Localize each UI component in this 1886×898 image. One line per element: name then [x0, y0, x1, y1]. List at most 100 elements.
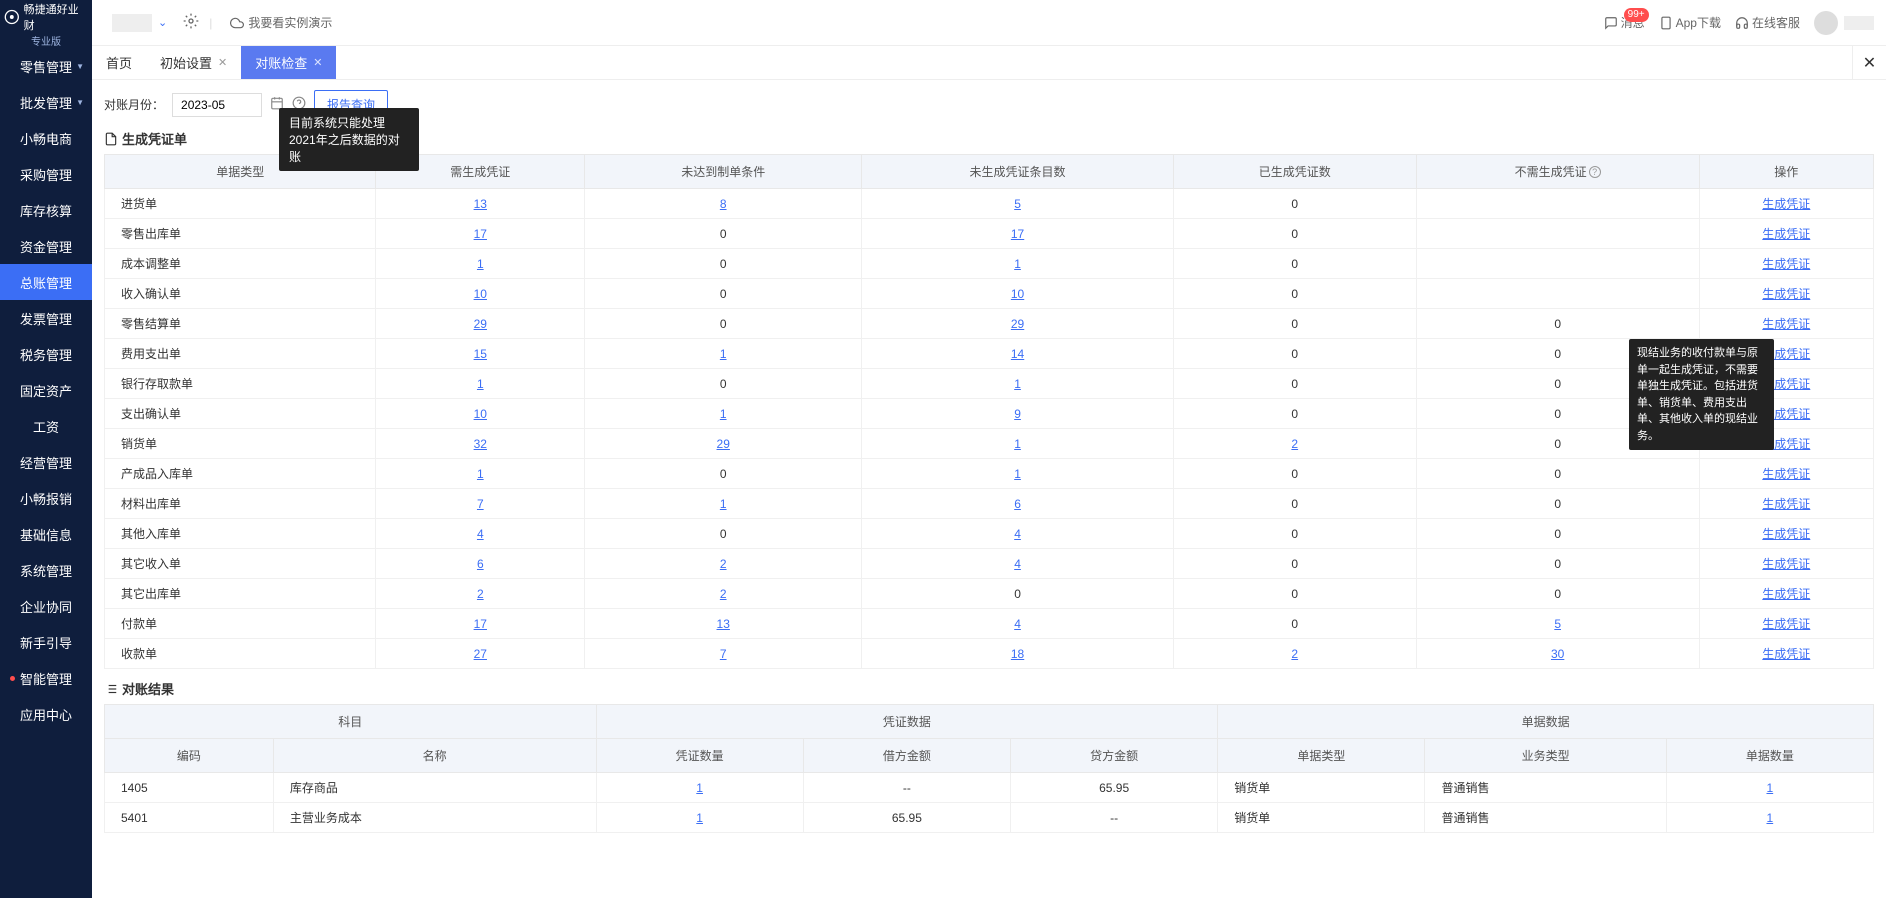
messages-link[interactable]: 消息 99+	[1604, 14, 1645, 31]
need-voucher-cell[interactable]: 17	[376, 219, 585, 249]
need-voucher-cell-link[interactable]: 1	[477, 257, 484, 271]
generate-voucher-link[interactable]: 生成凭证	[1762, 227, 1810, 241]
need-voucher-cell-link[interactable]: 10	[474, 287, 487, 301]
need-voucher-cell-link[interactable]: 1	[477, 377, 484, 391]
not-ready-cell-link[interactable]: 8	[720, 197, 727, 211]
not-generated-cell[interactable]: 5	[862, 189, 1173, 219]
generate-voucher-link[interactable]: 生成凭证	[1762, 287, 1810, 301]
close-all-tabs-button[interactable]: ✕	[1852, 46, 1886, 79]
need-voucher-cell-link[interactable]: 15	[474, 347, 487, 361]
need-voucher-cell[interactable]: 15	[376, 339, 585, 369]
need-voucher-cell[interactable]: 27	[376, 639, 585, 669]
need-voucher-cell[interactable]: 10	[376, 399, 585, 429]
user-menu[interactable]	[1814, 11, 1874, 35]
generate-voucher-link[interactable]: 生成凭证	[1762, 257, 1810, 271]
not-generated-cell-link[interactable]: 29	[1011, 317, 1024, 331]
not-generated-cell-link[interactable]: 1	[1014, 377, 1021, 391]
not-ready-cell[interactable]: 2	[585, 579, 862, 609]
not-ready-cell-link[interactable]: 2	[720, 587, 727, 601]
generated-cell-link[interactable]: 2	[1291, 437, 1298, 451]
not-ready-cell[interactable]: 2	[585, 549, 862, 579]
need-voucher-cell[interactable]: 6	[376, 549, 585, 579]
generate-voucher-link[interactable]: 生成凭证	[1762, 557, 1810, 571]
not-generated-cell[interactable]: 1	[862, 249, 1173, 279]
voucher-count-cell[interactable]: 1	[596, 803, 803, 833]
voucher-count-cell[interactable]: 1	[596, 773, 803, 803]
not-need-cell-link[interactable]: 5	[1554, 617, 1561, 631]
sidebar-item[interactable]: 企业协同	[0, 588, 92, 624]
not-generated-cell[interactable]: 4	[862, 609, 1173, 639]
generate-voucher-link[interactable]: 生成凭证	[1762, 587, 1810, 601]
need-voucher-cell-link[interactable]: 2	[477, 587, 484, 601]
not-generated-cell[interactable]: 1	[862, 369, 1173, 399]
sidebar-item[interactable]: 总账管理	[0, 264, 92, 300]
sidebar-item[interactable]: 采购管理	[0, 156, 92, 192]
not-ready-cell[interactable]: 1	[585, 489, 862, 519]
doc-count-cell[interactable]: 1	[1666, 803, 1873, 833]
not-ready-cell[interactable]: 1	[585, 339, 862, 369]
not-generated-cell-link[interactable]: 1	[1014, 437, 1021, 451]
generate-voucher-link[interactable]: 生成凭证	[1762, 617, 1810, 631]
sidebar-item[interactable]: 小畅报销	[0, 480, 92, 516]
not-generated-cell-link[interactable]: 9	[1014, 407, 1021, 421]
sidebar-item[interactable]: 经营管理	[0, 444, 92, 480]
sidebar-item[interactable]: 批发管理▼	[0, 84, 92, 120]
need-voucher-cell-link[interactable]: 17	[474, 617, 487, 631]
not-generated-cell-link[interactable]: 6	[1014, 497, 1021, 511]
need-voucher-cell-link[interactable]: 10	[474, 407, 487, 421]
sidebar-item[interactable]: 固定资产	[0, 372, 92, 408]
sidebar-item[interactable]: 资金管理	[0, 228, 92, 264]
doc-count-cell[interactable]: 1	[1666, 773, 1873, 803]
not-ready-cell-link[interactable]: 1	[720, 347, 727, 361]
not-generated-cell-link[interactable]: 1	[1014, 467, 1021, 481]
not-ready-cell[interactable]: 29	[585, 429, 862, 459]
not-ready-cell[interactable]: 13	[585, 609, 862, 639]
sidebar-item[interactable]: 应用中心	[0, 696, 92, 732]
generated-cell[interactable]: 2	[1173, 639, 1416, 669]
need-voucher-cell[interactable]: 1	[376, 459, 585, 489]
not-generated-cell[interactable]: 17	[862, 219, 1173, 249]
need-voucher-cell-link[interactable]: 32	[474, 437, 487, 451]
need-voucher-cell-link[interactable]: 4	[477, 527, 484, 541]
need-voucher-cell[interactable]: 7	[376, 489, 585, 519]
need-voucher-cell-link[interactable]: 29	[474, 317, 487, 331]
customer-service-link[interactable]: 在线客服	[1735, 14, 1800, 31]
not-ready-cell[interactable]: 7	[585, 639, 862, 669]
generated-cell-link[interactable]: 2	[1291, 647, 1298, 661]
not-ready-cell-link[interactable]: 2	[720, 557, 727, 571]
not-generated-cell-link[interactable]: 4	[1014, 617, 1021, 631]
generate-voucher-link[interactable]: 生成凭证	[1762, 197, 1810, 211]
sidebar-item[interactable]: 新手引导	[0, 624, 92, 660]
not-ready-cell-link[interactable]: 29	[717, 437, 730, 451]
gear-icon[interactable]	[183, 13, 199, 32]
not-generated-cell[interactable]: 29	[862, 309, 1173, 339]
not-generated-cell[interactable]: 1	[862, 459, 1173, 489]
not-ready-cell[interactable]: 8	[585, 189, 862, 219]
sidebar-item[interactable]: 发票管理	[0, 300, 92, 336]
need-voucher-cell[interactable]: 2	[376, 579, 585, 609]
generate-voucher-link[interactable]: 生成凭证	[1762, 497, 1810, 511]
voucher-count-cell-link[interactable]: 1	[696, 811, 703, 825]
need-voucher-cell-link[interactable]: 6	[477, 557, 484, 571]
not-generated-cell[interactable]: 10	[862, 279, 1173, 309]
not-ready-cell-link[interactable]: 7	[720, 647, 727, 661]
sidebar-item[interactable]: 工资	[0, 408, 92, 444]
org-selector[interactable]: ⌄	[104, 10, 175, 36]
generate-voucher-link[interactable]: 生成凭证	[1762, 467, 1810, 481]
doc-count-cell-link[interactable]: 1	[1766, 781, 1773, 795]
close-icon[interactable]: ✕	[313, 56, 322, 69]
not-generated-cell[interactable]: 1	[862, 429, 1173, 459]
not-generated-cell-link[interactable]: 5	[1014, 197, 1021, 211]
not-generated-cell-link[interactable]: 4	[1014, 557, 1021, 571]
sidebar-item[interactable]: 税务管理	[0, 336, 92, 372]
not-need-cell-link[interactable]: 30	[1551, 647, 1564, 661]
need-voucher-cell[interactable]: 4	[376, 519, 585, 549]
not-generated-cell-link[interactable]: 4	[1014, 527, 1021, 541]
need-voucher-cell[interactable]: 1	[376, 249, 585, 279]
not-need-cell[interactable]: 30	[1416, 639, 1699, 669]
need-voucher-cell[interactable]: 13	[376, 189, 585, 219]
need-voucher-cell[interactable]: 32	[376, 429, 585, 459]
sidebar-item[interactable]: 基础信息	[0, 516, 92, 552]
close-icon[interactable]: ✕	[218, 56, 227, 69]
sidebar-item[interactable]: 库存核算	[0, 192, 92, 228]
